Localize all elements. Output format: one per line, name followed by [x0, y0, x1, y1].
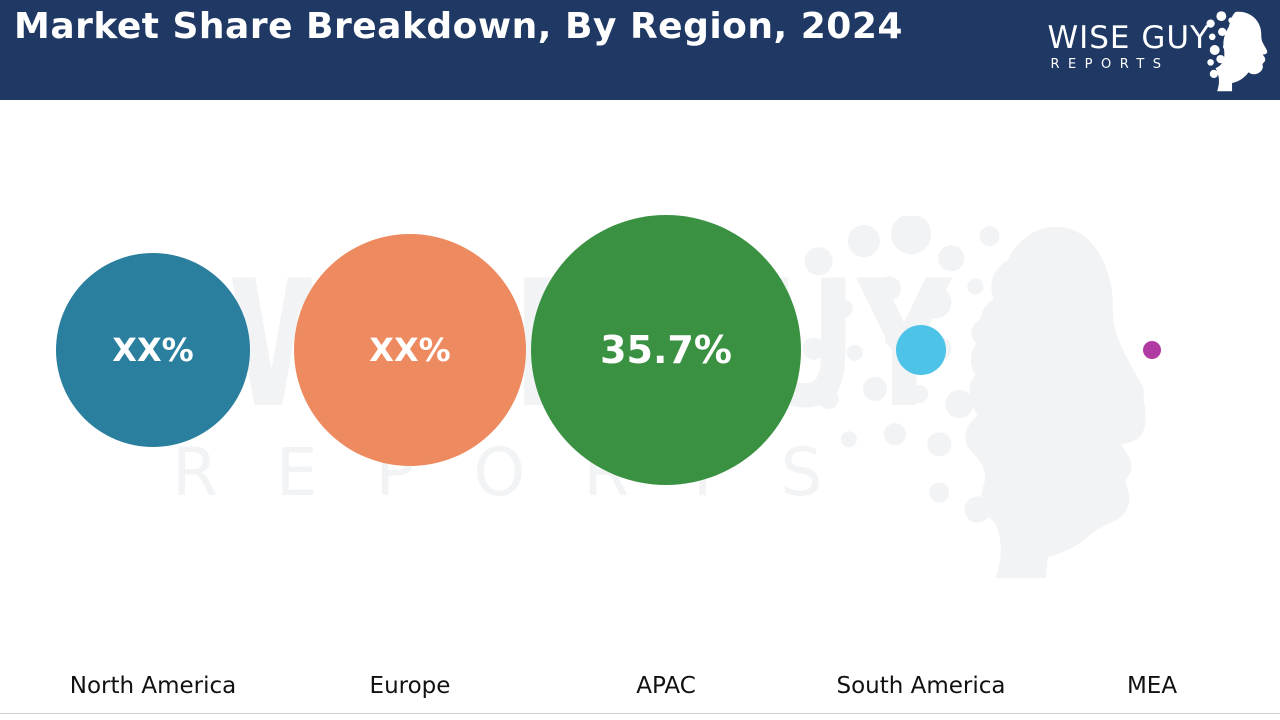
bubble-north-america: XX%	[56, 253, 250, 447]
axis-label-north-america: North America	[69, 673, 237, 699]
chart-area: WISE GUY REPORTS	[0, 100, 1280, 720]
axis-label-mea: MEA	[1126, 673, 1178, 699]
logo-subtext: REPORTS	[1050, 57, 1170, 72]
axis-label-apac: APAC	[636, 673, 696, 699]
axis-label-europe: Europe	[369, 673, 451, 699]
brand-logo: WISE GUY REPORTS	[1047, 6, 1270, 92]
logo-head-icon	[1206, 11, 1268, 92]
brand-logo-text: WISE GUY REPORTS	[1047, 22, 1210, 72]
logo-wordmark: WISE GUY	[1047, 20, 1210, 56]
bottom-divider	[0, 713, 1280, 714]
bubble-mea	[1143, 341, 1161, 359]
axis-label-south-america: South America	[836, 673, 1006, 699]
header-bar: Market Share Breakdown, By Region, 2024 …	[0, 0, 1280, 100]
page-title: Market Share Breakdown, By Region, 2024	[14, 6, 903, 47]
bubble-value-label: XX%	[112, 331, 194, 369]
watermark-head-icon	[802, 216, 1146, 578]
watermark-subtext: REPORTS	[172, 434, 881, 511]
bubble-value-label: XX%	[369, 331, 451, 369]
bubble-apac: 35.7%	[531, 215, 801, 485]
bubble-south-america	[896, 325, 946, 375]
bubble-europe: XX%	[294, 234, 526, 466]
bubble-value-label: 35.7%	[600, 328, 732, 372]
